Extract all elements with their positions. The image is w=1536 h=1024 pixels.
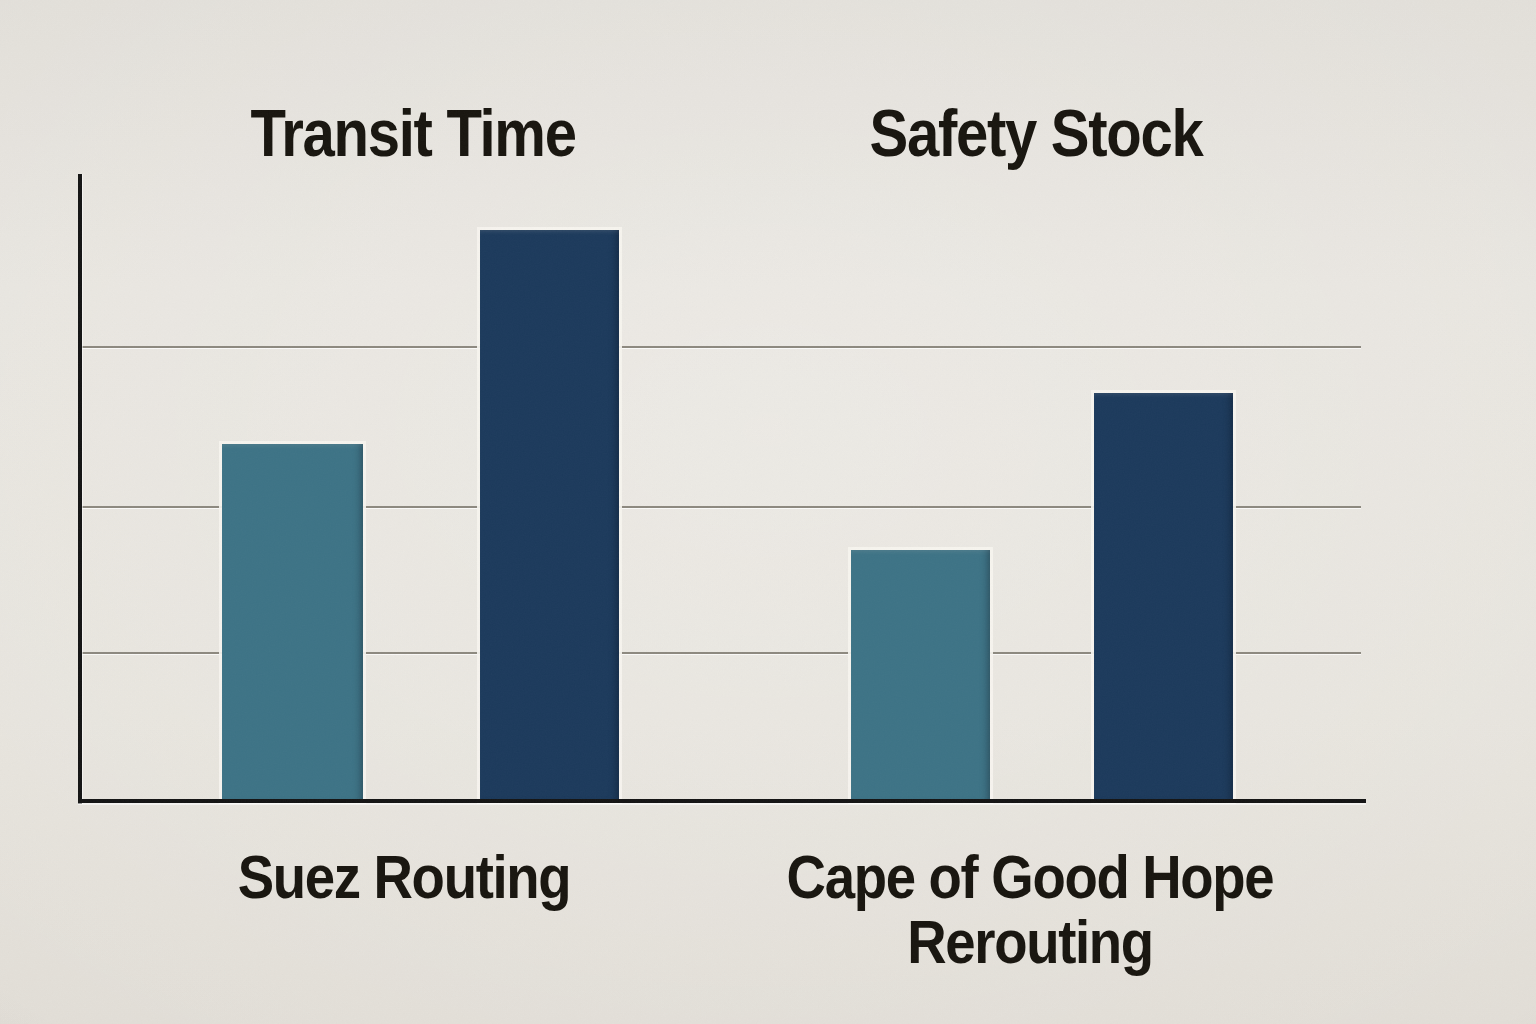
group-title-transit-time: Transit Time (184, 97, 642, 170)
x-axis-line (78, 799, 1366, 803)
grid-line (80, 346, 1361, 348)
y-axis-line (78, 174, 82, 804)
teal-bar (851, 550, 990, 801)
category-label-cape-of-good-hope-rerouting: Cape of Good Hope Rerouting (766, 844, 1294, 974)
category-label-suez-routing: Suez Routing (140, 844, 668, 909)
group-title-safety-stock: Safety Stock (807, 97, 1265, 170)
teal-bar (222, 444, 363, 801)
navy-bar (1094, 393, 1233, 801)
chart-canvas: Transit Time Safety Stock Suez Routing C… (0, 0, 1536, 1024)
navy-bar (480, 230, 619, 801)
